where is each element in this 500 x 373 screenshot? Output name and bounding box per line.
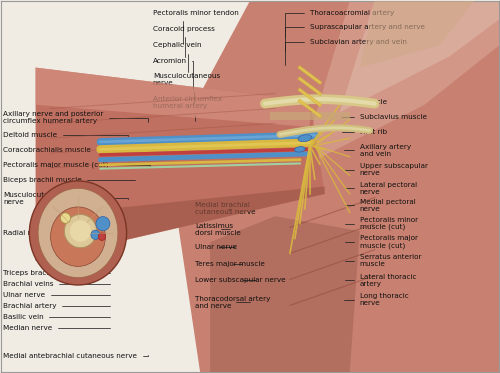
Polygon shape: [340, 1, 500, 112]
Ellipse shape: [91, 230, 100, 239]
Text: Ulnar nerve: Ulnar nerve: [3, 292, 110, 298]
Polygon shape: [210, 216, 360, 372]
Polygon shape: [175, 1, 500, 372]
Polygon shape: [300, 1, 500, 168]
Text: Lateral pectoral
nerve: Lateral pectoral nerve: [345, 182, 417, 195]
Polygon shape: [36, 186, 325, 261]
Text: Musculocutaneous
nerve: Musculocutaneous nerve: [3, 192, 128, 205]
Text: Clavicle: Clavicle: [342, 99, 388, 105]
Text: Ulnar nerve: Ulnar nerve: [195, 244, 238, 250]
Text: Musculocutaneous
nerve: Musculocutaneous nerve: [153, 73, 220, 103]
Ellipse shape: [294, 147, 305, 152]
Text: Lower subscapular nerve: Lower subscapular nerve: [195, 277, 286, 283]
Text: Subclavian artery and vein: Subclavian artery and vein: [285, 39, 406, 65]
Text: First rib: First rib: [342, 129, 387, 135]
Ellipse shape: [38, 188, 118, 278]
Text: Brachial veins: Brachial veins: [3, 281, 110, 287]
Text: Basilic vein: Basilic vein: [3, 314, 110, 320]
Text: Medial brachial
cutaneous nerve: Medial brachial cutaneous nerve: [195, 202, 256, 215]
Text: Pectoralis major muscle (cut): Pectoralis major muscle (cut): [3, 162, 150, 168]
Text: Lateral thoracic
artery: Lateral thoracic artery: [345, 274, 416, 286]
Text: Pectoralis major
muscle (cut): Pectoralis major muscle (cut): [345, 235, 418, 249]
Text: Axillary nerve and posterior
circumflex humeral artery: Axillary nerve and posterior circumflex …: [3, 111, 148, 124]
Ellipse shape: [50, 207, 106, 266]
Text: Coracobrachialis muscle: Coracobrachialis muscle: [3, 147, 136, 153]
Text: Deltoid muscle: Deltoid muscle: [3, 132, 128, 138]
Ellipse shape: [98, 233, 106, 240]
Polygon shape: [360, 1, 474, 68]
Text: Pectoralis minor
muscle (cut): Pectoralis minor muscle (cut): [345, 217, 418, 231]
Text: Cephalic vein: Cephalic vein: [153, 42, 202, 72]
Ellipse shape: [64, 214, 96, 248]
Text: Serratus anterior
muscle: Serratus anterior muscle: [345, 254, 421, 267]
Text: Median nerve: Median nerve: [3, 326, 110, 332]
Text: Brachial artery: Brachial artery: [3, 303, 110, 309]
Text: Thoracodorsal artery
and nerve: Thoracodorsal artery and nerve: [195, 296, 270, 309]
Text: Acromion: Acromion: [153, 58, 192, 89]
Text: Teres major muscle: Teres major muscle: [195, 261, 265, 267]
Ellipse shape: [96, 217, 110, 231]
Ellipse shape: [60, 213, 70, 223]
Text: Upper subscapular
nerve: Upper subscapular nerve: [345, 163, 428, 176]
Text: Thoracoacromial artery: Thoracoacromial artery: [285, 10, 394, 37]
Text: Suprascapular artery and nerve: Suprascapular artery and nerve: [285, 25, 425, 51]
Text: Subclavius muscle: Subclavius muscle: [342, 114, 426, 120]
Polygon shape: [36, 68, 310, 127]
Text: Coracoid process: Coracoid process: [153, 26, 214, 57]
Polygon shape: [270, 112, 349, 120]
Text: Radial nerve: Radial nerve: [3, 230, 90, 236]
Ellipse shape: [30, 181, 126, 285]
Polygon shape: [36, 68, 325, 261]
Text: Pectoralis minor tendon: Pectoralis minor tendon: [153, 10, 238, 44]
Ellipse shape: [298, 135, 312, 142]
Text: Anterior circumflex
humeral artery: Anterior circumflex humeral artery: [153, 96, 222, 120]
Text: Long thoracic
nerve: Long thoracic nerve: [344, 293, 408, 306]
Text: Latissimus
dorsi muscle: Latissimus dorsi muscle: [195, 223, 241, 236]
Ellipse shape: [70, 220, 91, 242]
Text: Axillary artery
and vein: Axillary artery and vein: [344, 144, 411, 157]
Text: Triceps brachii muscle: Triceps brachii muscle: [3, 270, 110, 276]
Text: Medial antebrachial cutaneous nerve: Medial antebrachial cutaneous nerve: [3, 352, 148, 358]
Text: Biceps brachii muscle: Biceps brachii muscle: [3, 177, 136, 183]
Text: Medial pectoral
nerve: Medial pectoral nerve: [345, 198, 416, 211]
